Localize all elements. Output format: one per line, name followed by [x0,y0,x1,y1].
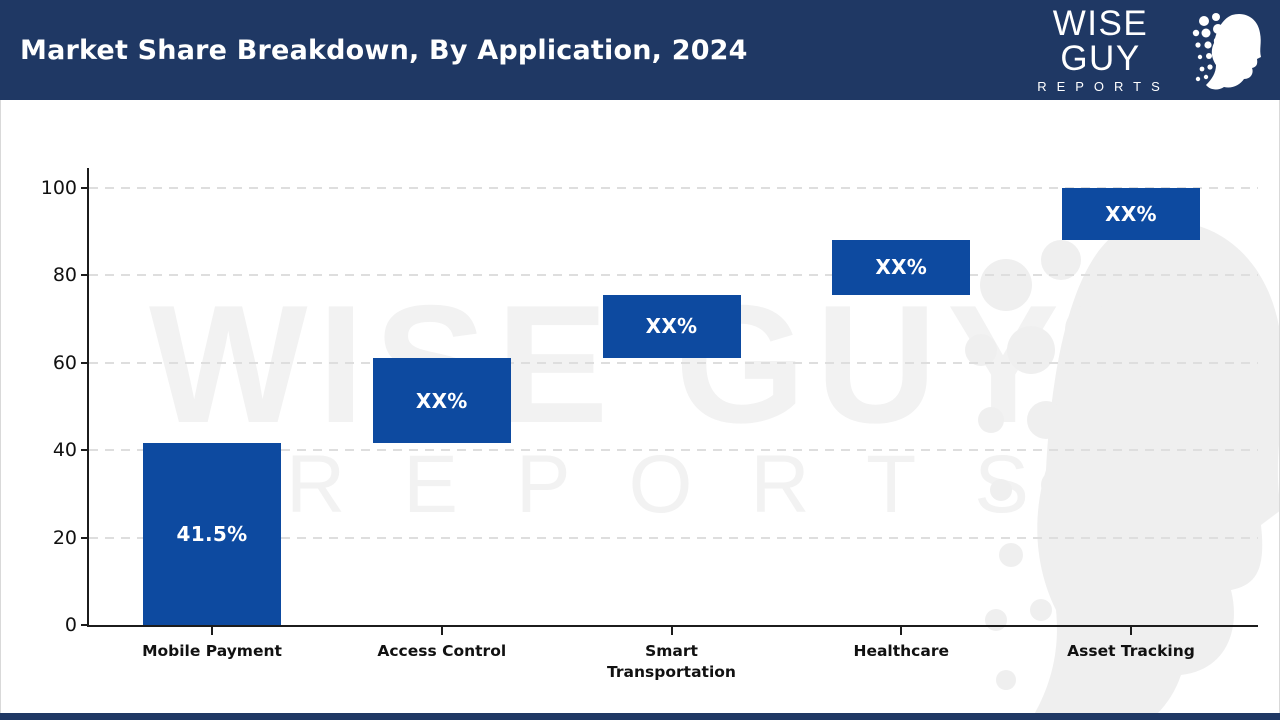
y-tick-mark [81,449,89,451]
bar-value-label: XX% [1105,201,1157,226]
gridline-80 [89,274,1258,276]
x-tick-mark [900,627,903,635]
brand-logo: WISE GUY REPORTS [1017,6,1262,94]
y-tick-mark [81,361,89,364]
gridline-100 [89,186,1258,189]
chart-area: WISE GUY REPORTS 0 20 40 60 80 100 41.5% Mobile… [0,100,1280,714]
x-tick-mark [211,627,213,635]
x-category-label: Mobile Payment [142,642,282,660]
brand-logo-text: WISE GUY REPORTS [1017,6,1184,94]
footer-bar [0,713,1280,720]
bar-value-label: XX% [645,314,698,339]
y-tick-mark [81,186,89,189]
y-tick-label: 20 [52,526,77,549]
bar-access-control: XX% [372,358,511,444]
watermark-brand-subname: REPORTS [286,439,1087,530]
bar-value-label: XX% [415,388,468,413]
bar-asset-tracking: XX% [1062,187,1200,240]
brand-head-icon [1192,13,1261,90]
y-tick-label: 80 [52,264,77,286]
x-axis-line [89,625,1258,627]
bar-smart-transportation: XX% [602,294,741,359]
page-title: Market Share Breakdown, By Application, … [20,34,748,66]
header-bar: Market Share Breakdown, By Application, … [0,0,1280,100]
y-tick-mark [81,536,89,539]
x-tick-mark [1130,627,1132,635]
y-tick-mark [81,274,89,276]
brand-subname: REPORTS [1037,79,1170,94]
bar-mobile-payment: 41.5% [143,443,281,625]
y-tick-label: 40 [52,439,77,461]
gridline-40 [89,449,1258,451]
x-category-label: Asset Tracking [1067,642,1195,660]
y-axis-line [87,168,89,627]
bar-value-label: 41.5% [176,522,248,547]
bar-healthcare: XX% [832,240,971,295]
gridline-20 [89,536,1258,539]
plot: 0 20 40 60 80 100 41.5% Mobile Payment XX% Access… [1,100,1279,714]
x-category-label: Smart Transportation [607,642,736,681]
x-category-label: Access Control [377,642,507,660]
gridline-60 [89,361,1258,364]
x-category-label: Healthcare [853,642,949,660]
y-tick-label: 0 [64,614,77,636]
x-tick-mark [670,627,673,635]
brand-name: WISE GUY [1052,4,1149,78]
y-tick-label: 60 [52,351,77,374]
bar-value-label: XX% [875,255,928,280]
y-tick-mark [81,624,89,626]
y-tick-label: 100 [40,176,77,199]
x-tick-mark [440,627,443,635]
